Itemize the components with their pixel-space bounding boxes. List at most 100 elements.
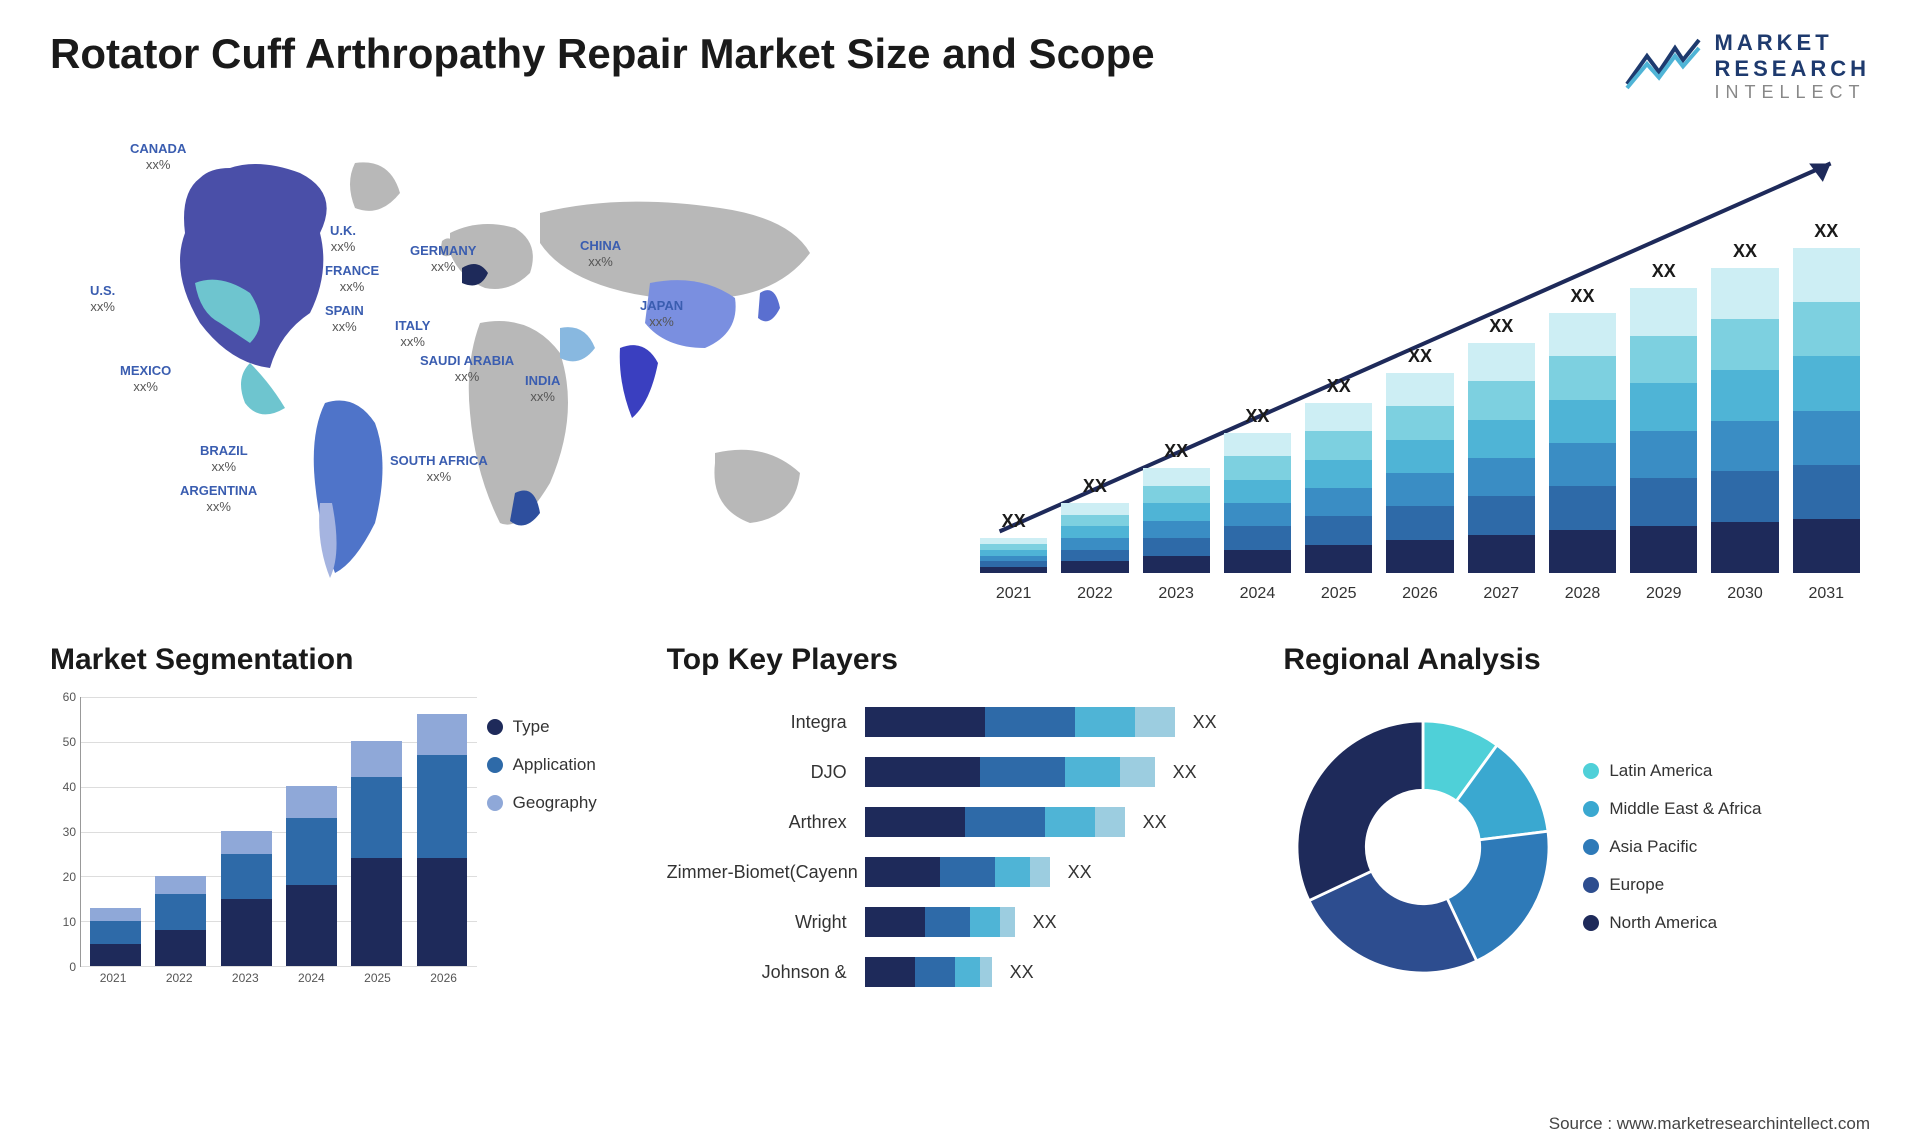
seg-ylabel: 0 xyxy=(69,960,76,974)
growth-bar-2021: XX xyxy=(980,511,1047,573)
growth-stacked-bar-chart: XXXXXXXXXXXXXXXXXXXXXX 20212022202320242… xyxy=(980,143,1860,603)
growth-xlabel: 2026 xyxy=(1386,585,1453,603)
legend-swatch xyxy=(1583,839,1599,855)
legend-label: North America xyxy=(1609,913,1717,933)
growth-bar-value: XX xyxy=(1002,511,1026,532)
growth-bar-value: XX xyxy=(1083,476,1107,497)
growth-xlabel: 2025 xyxy=(1305,585,1372,603)
segmentation-title: Market Segmentation xyxy=(50,643,637,677)
seg-bar-2022 xyxy=(155,876,206,966)
growth-xlabel: 2022 xyxy=(1061,585,1128,603)
regional-panel: Regional Analysis Latin America Middle Ea… xyxy=(1283,643,1870,997)
player-bar xyxy=(865,707,1175,737)
growth-bar-2024: XX xyxy=(1224,406,1291,573)
map-label-argentina: ARGENTINAxx% xyxy=(180,483,257,514)
map-label-japan: JAPANxx% xyxy=(640,298,683,329)
seg-legend-item: Type xyxy=(487,717,637,737)
growth-xlabel: 2021 xyxy=(980,585,1047,603)
growth-xlabel: 2024 xyxy=(1224,585,1291,603)
player-row: IntegraXX xyxy=(667,707,1254,737)
logo-text-1: MARKET xyxy=(1715,30,1870,56)
regional-title: Regional Analysis xyxy=(1283,643,1870,677)
player-name: Integra xyxy=(667,712,857,733)
player-bar xyxy=(865,857,1050,887)
map-label-south-africa: SOUTH AFRICAxx% xyxy=(390,453,488,484)
legend-swatch xyxy=(1583,763,1599,779)
map-label-china: CHINAxx% xyxy=(580,238,621,269)
logo-text-3: INTELLECT xyxy=(1715,82,1870,103)
growth-bar-value: XX xyxy=(1733,241,1757,262)
seg-bar-2023 xyxy=(221,831,272,966)
seg-legend-item: Application xyxy=(487,755,637,775)
growth-xlabel: 2023 xyxy=(1143,585,1210,603)
seg-ylabel: 30 xyxy=(63,825,76,839)
regional-legend-item: North America xyxy=(1583,913,1761,933)
legend-swatch xyxy=(487,719,503,735)
player-bar xyxy=(865,907,1015,937)
player-row: Wright XX xyxy=(667,907,1254,937)
world-map-panel: CANADAxx%U.S.xx%MEXICOxx%BRAZILxx%ARGENT… xyxy=(50,123,930,603)
regional-legend-item: Middle East & Africa xyxy=(1583,799,1761,819)
regional-chart: Latin America Middle East & Africa Asia Pa… xyxy=(1283,697,1870,997)
map-label-mexico: MEXICOxx% xyxy=(120,363,171,394)
player-name: Arthrex xyxy=(667,812,857,833)
players-chart: IntegraXXDJOXXArthrexXXZimmer-Biomet(Cay… xyxy=(667,697,1254,997)
players-panel: Top Key Players IntegraXXDJOXXArthrexXXZ… xyxy=(667,643,1254,997)
growth-bar-2023: XX xyxy=(1143,441,1210,573)
seg-ylabel: 40 xyxy=(63,780,76,794)
growth-xlabel: 2029 xyxy=(1630,585,1697,603)
regional-legend-item: Europe xyxy=(1583,875,1761,895)
growth-bar-2027: XX xyxy=(1468,316,1535,573)
player-bar xyxy=(865,757,1155,787)
player-value: XX xyxy=(1143,812,1167,833)
seg-ylabel: 20 xyxy=(63,870,76,884)
map-label-india: INDIAxx% xyxy=(525,373,560,404)
growth-bar-2028: XX xyxy=(1549,286,1616,573)
player-value: XX xyxy=(1033,912,1057,933)
seg-xlabel: 2023 xyxy=(232,971,259,997)
growth-bar-value: XX xyxy=(1245,406,1269,427)
player-name: Wright xyxy=(667,912,857,933)
map-label-germany: GERMANYxx% xyxy=(410,243,476,274)
segmentation-legend: Type Application Geography xyxy=(487,717,637,813)
growth-bar-2025: XX xyxy=(1305,376,1372,573)
legend-swatch xyxy=(1583,877,1599,893)
seg-ylabel: 60 xyxy=(63,690,76,704)
legend-label: Middle East & Africa xyxy=(1609,799,1761,819)
growth-bar-value: XX xyxy=(1489,316,1513,337)
player-name: DJO xyxy=(667,762,857,783)
growth-xlabel: 2028 xyxy=(1549,585,1616,603)
regional-legend-item: Latin America xyxy=(1583,761,1761,781)
player-row: Arthrex XX xyxy=(667,807,1254,837)
player-row: DJOXX xyxy=(667,757,1254,787)
growth-xlabel: 2030 xyxy=(1711,585,1778,603)
growth-bar-2029: XX xyxy=(1630,261,1697,573)
legend-label: Asia Pacific xyxy=(1609,837,1697,857)
legend-label: Latin America xyxy=(1609,761,1712,781)
seg-xlabel: 2025 xyxy=(364,971,391,997)
growth-bar-2030: XX xyxy=(1711,241,1778,573)
brand-logo: MARKET RESEARCH INTELLECT xyxy=(1623,30,1870,103)
seg-bar-2024 xyxy=(286,786,337,966)
map-label-canada: CANADAxx% xyxy=(130,141,186,172)
player-name: Johnson & xyxy=(667,962,857,983)
legend-swatch xyxy=(1583,801,1599,817)
growth-bar-value: XX xyxy=(1652,261,1676,282)
page-title: Rotator Cuff Arthropathy Repair Market S… xyxy=(50,30,1155,78)
seg-legend-item: Geography xyxy=(487,793,637,813)
map-label-u-k-: U.K.xx% xyxy=(330,223,356,254)
growth-xlabel: 2031 xyxy=(1793,585,1860,603)
growth-bar-value: XX xyxy=(1164,441,1188,462)
player-name: Zimmer-Biomet(Cayenne xyxy=(667,862,857,883)
map-label-u-s-: U.S.xx% xyxy=(90,283,115,314)
seg-bar-2026 xyxy=(417,714,468,966)
logo-text-2: RESEARCH xyxy=(1715,56,1870,82)
regional-legend: Latin America Middle East & Africa Asia Pa… xyxy=(1583,761,1761,933)
legend-swatch xyxy=(487,795,503,811)
map-label-saudi-arabia: SAUDI ARABIAxx% xyxy=(420,353,514,384)
segmentation-panel: Market Segmentation 0102030405060 202120… xyxy=(50,643,637,997)
growth-chart-panel: XXXXXXXXXXXXXXXXXXXXXX 20212022202320242… xyxy=(970,123,1870,603)
growth-xlabel: 2027 xyxy=(1468,585,1535,603)
player-row: Johnson &XX xyxy=(667,957,1254,987)
growth-bar-2026: XX xyxy=(1386,346,1453,573)
